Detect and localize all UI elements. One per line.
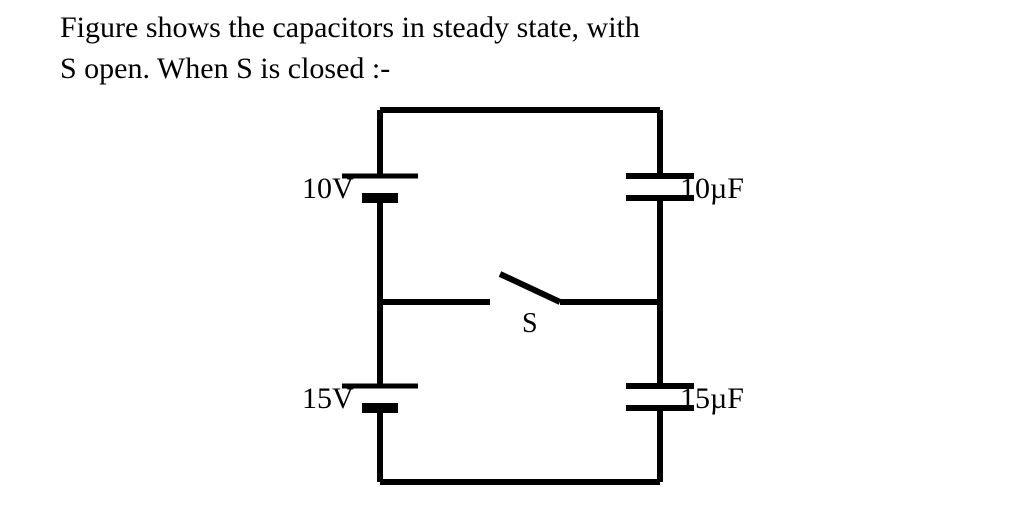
question-line-1: Figure shows the capacitors in steady st…	[60, 11, 640, 44]
battery-top-label: 10V	[302, 172, 354, 206]
circuit-diagram: 10V 15V 10µF 15µF S	[260, 92, 780, 502]
capacitor-top-label: 10µF	[680, 172, 744, 206]
question-text: Figure shows the capacitors in steady st…	[60, 8, 984, 89]
battery-bottom-label: 15V	[302, 382, 354, 416]
circuit-svg	[260, 92, 780, 502]
switch-label: S	[522, 308, 538, 340]
question-line-2: S open. When S is closed :-	[60, 52, 390, 85]
capacitor-bottom-label: 15µF	[680, 382, 744, 416]
